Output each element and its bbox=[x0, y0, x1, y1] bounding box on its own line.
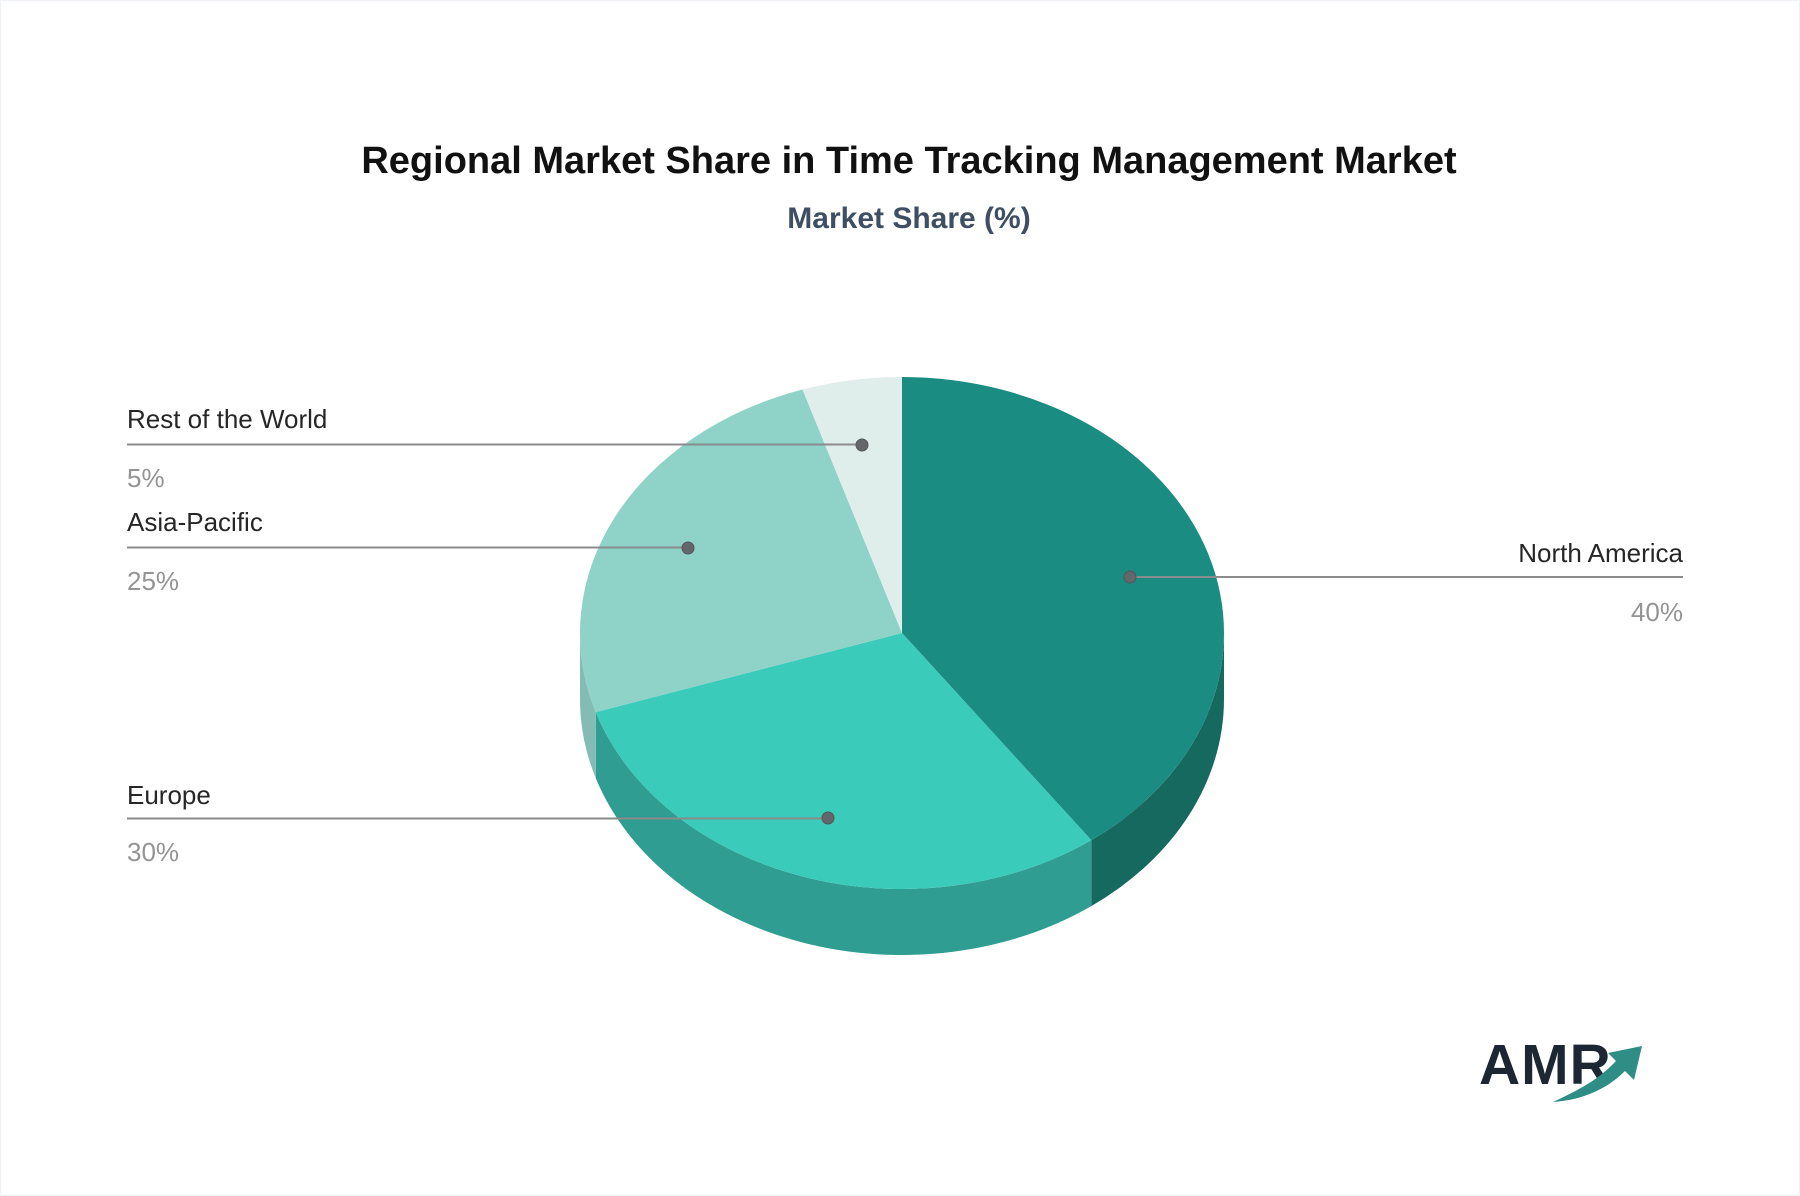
label-asia-pacific: Asia-Pacific 25% bbox=[127, 507, 695, 596]
pie-slice-side-asia-pacific bbox=[580, 633, 596, 779]
pie-slice-side-europe bbox=[595, 712, 1092, 955]
pie-slice-asia-pacific bbox=[580, 389, 902, 713]
pie-slice-side-north-america bbox=[1091, 633, 1224, 907]
leader-dot bbox=[821, 811, 835, 825]
slice-percent: 40% bbox=[1631, 597, 1683, 627]
chart-title: Regional Market Share in Time Tracking M… bbox=[361, 140, 1457, 182]
logo-arrow-icon bbox=[1553, 1046, 1642, 1102]
leader-dot bbox=[855, 438, 869, 452]
pie-slice-north-america bbox=[902, 377, 1224, 841]
pie-slice-europe bbox=[595, 633, 1092, 889]
leader-dot bbox=[681, 541, 695, 555]
slice-label: Europe bbox=[127, 780, 211, 810]
label-rest-of-the-world: Rest of the World 5% bbox=[127, 404, 869, 493]
slice-label: Asia-Pacific bbox=[127, 507, 263, 537]
pie-slice-rest-of-the-world bbox=[802, 377, 902, 633]
slice-label: North America bbox=[1518, 538, 1683, 568]
leader-dot bbox=[1123, 570, 1137, 584]
amr-logo: AMR bbox=[1479, 1033, 1642, 1102]
slice-percent: 25% bbox=[127, 566, 179, 596]
chart-subtitle: Market Share (%) bbox=[787, 202, 1030, 235]
slice-label: Rest of the World bbox=[127, 404, 327, 434]
slice-percent: 5% bbox=[127, 463, 165, 493]
label-europe: Europe 30% bbox=[127, 780, 835, 867]
pie-3d bbox=[580, 377, 1224, 955]
slice-percent: 30% bbox=[127, 837, 179, 867]
label-north-america: North America 40% bbox=[1123, 538, 1684, 627]
